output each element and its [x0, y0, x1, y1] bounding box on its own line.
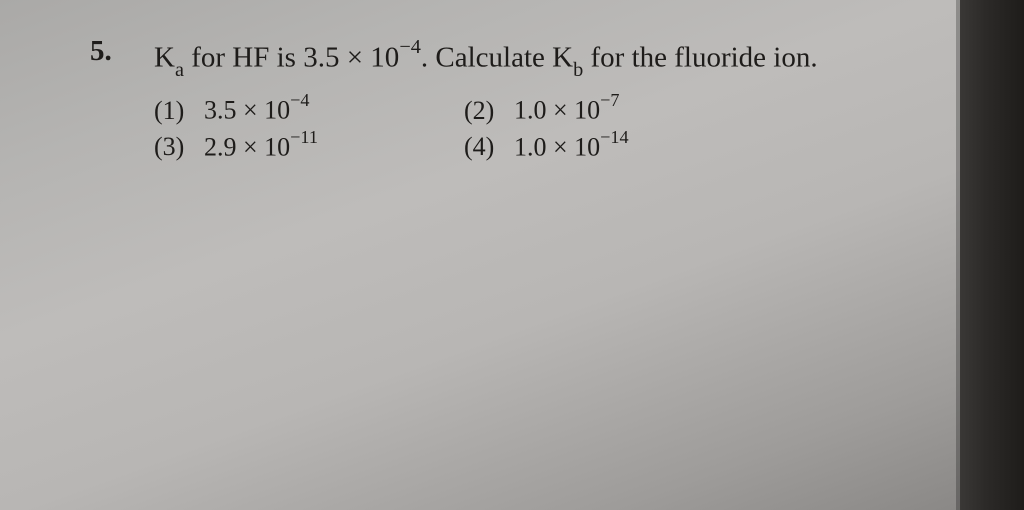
question-body: Ka for HF is 3.5 × 10−4. Calculate Kb fo… [154, 35, 920, 162]
stem-superscript: −4 [399, 36, 421, 58]
option-mantissa: 1.0 × 10 [514, 96, 600, 125]
option-exponent: −4 [290, 90, 309, 110]
option-label: (2) [464, 96, 502, 126]
option-2: (2) 1.0 × 10−7 [464, 93, 744, 126]
stem-text: . Calculate K [421, 42, 573, 74]
options-grid: (1) 3.5 × 10−4 (2) 1.0 × 10−7 (3) 2.9 × … [154, 93, 920, 162]
question-stem: Ka for HF is 3.5 × 10−4. Calculate Kb fo… [154, 35, 920, 83]
question-block: 5. Ka for HF is 3.5 × 10−4. Calculate Kb… [90, 35, 920, 162]
option-mantissa: 1.0 × 10 [514, 132, 600, 161]
option-label: (1) [154, 96, 192, 126]
option-3: (3) 2.9 × 10−11 [154, 130, 434, 163]
question-number: 5. [90, 35, 120, 68]
option-value: 2.9 × 10−11 [204, 130, 318, 163]
stem-text: for HF is 3.5 × 10 [184, 42, 399, 74]
option-value: 1.0 × 10−7 [514, 93, 620, 126]
option-label: (4) [464, 132, 502, 162]
option-1: (1) 3.5 × 10−4 [154, 93, 434, 126]
page-surface: 5. Ka for HF is 3.5 × 10−4. Calculate Kb… [0, 0, 960, 510]
option-mantissa: 2.9 × 10 [204, 132, 290, 161]
option-exponent: −14 [600, 127, 628, 147]
option-mantissa: 3.5 × 10 [204, 96, 290, 125]
option-4: (4) 1.0 × 10−14 [464, 130, 744, 163]
stem-subscript: b [573, 59, 583, 81]
option-value: 3.5 × 10−4 [204, 93, 310, 126]
stem-text: K [154, 42, 175, 74]
option-value: 1.0 × 10−14 [514, 130, 629, 163]
option-label: (3) [154, 132, 192, 162]
stem-text: for the fluoride ion. [583, 42, 817, 74]
stem-subscript: a [175, 59, 184, 81]
option-exponent: −7 [600, 90, 619, 110]
option-exponent: −11 [290, 127, 318, 147]
page-edge-shadow [960, 0, 1024, 510]
